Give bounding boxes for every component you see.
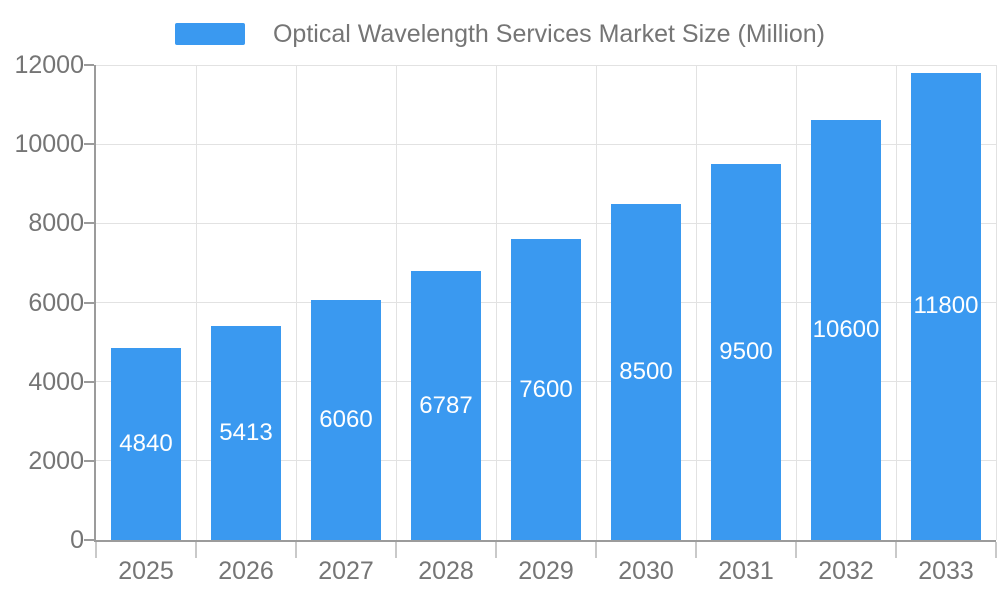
bar-value-label: 11800 [913, 292, 979, 320]
y-axis-tick [84, 301, 94, 304]
x-axis-tick [895, 542, 897, 558]
gridline-vertical [995, 65, 997, 540]
bar-2033[interactable]: 11800 [911, 72, 981, 540]
y-axis-tick [84, 459, 94, 462]
gridline-vertical [795, 65, 797, 540]
y-axis-tick-label: 8000 [28, 209, 84, 238]
bar-2028[interactable]: 6787 [411, 271, 481, 540]
gridline-vertical [395, 65, 397, 540]
legend[interactable]: Optical Wavelength Services Market Size … [0, 20, 1000, 48]
bar-2030[interactable]: 8500 [611, 203, 681, 540]
x-axis-line [94, 540, 996, 542]
y-axis-tick-label: 2000 [28, 446, 84, 475]
bar-2031[interactable]: 9500 [711, 163, 781, 540]
y-axis-tick-label: 4000 [28, 367, 84, 396]
x-axis-tick-label: 2032 [818, 557, 874, 585]
y-axis-line [94, 65, 96, 540]
y-axis-tick-label: 12000 [14, 51, 84, 79]
bar-value-label: 6060 [319, 406, 373, 434]
bar-value-label: 5413 [219, 418, 273, 446]
x-axis-tick-label: 2028 [418, 557, 474, 585]
x-axis-tick-label: 2025 [118, 557, 174, 585]
y-axis-tick [84, 380, 94, 383]
x-axis-tick-label: 2029 [518, 557, 574, 585]
gridline-horizontal [96, 143, 996, 145]
gridline-vertical [595, 65, 597, 540]
gridline-vertical [295, 65, 297, 540]
legend-swatch-icon [174, 23, 245, 45]
x-axis-tick [595, 542, 597, 558]
y-axis-tick [84, 222, 94, 225]
x-axis-tick [995, 542, 997, 558]
y-axis-tick-label: 0 [70, 526, 84, 554]
bar-value-label: 8500 [619, 357, 673, 385]
plot-area: 4840 5413 6060 6787 7600 8500 9500 10600 11800 [84, 64, 997, 558]
y-axis-tick [84, 539, 94, 541]
gridline-vertical [695, 65, 697, 540]
bar-value-label: 7600 [519, 375, 573, 403]
x-axis-tick [495, 542, 497, 558]
x-axis-tick-label: 2033 [918, 557, 974, 585]
x-axis-tick-label: 2030 [618, 557, 674, 585]
y-axis-tick-label: 6000 [28, 288, 84, 317]
legend-label: Optical Wavelength Services Market Size … [272, 20, 826, 48]
gridline-vertical [895, 65, 897, 540]
x-axis-tick [195, 542, 197, 558]
y-axis-tick [84, 64, 94, 66]
x-axis-tick-label: 2027 [318, 557, 374, 585]
gridline-horizontal [96, 64, 996, 66]
y-axis-tick-label: 10000 [14, 130, 84, 159]
bar-value-label: 10600 [812, 316, 880, 344]
x-axis-tick-label: 2026 [218, 557, 274, 585]
x-axis-tick [295, 542, 297, 558]
gridline-vertical [195, 65, 197, 540]
bar-value-label: 6787 [419, 391, 473, 419]
x-axis-tick [95, 542, 97, 558]
x-axis-tick [395, 542, 397, 558]
bar-2025[interactable]: 4840 [111, 348, 181, 540]
bar-value-label: 4840 [119, 430, 173, 458]
x-axis-tick [795, 542, 797, 558]
bar-2027[interactable]: 6060 [311, 300, 381, 540]
bar-value-label: 9500 [719, 337, 773, 365]
x-axis-tick-label: 2031 [718, 557, 774, 585]
bar-2032[interactable]: 10600 [811, 120, 881, 540]
gridline-horizontal [96, 222, 996, 224]
x-axis-tick [695, 542, 697, 558]
bar-2029[interactable]: 7600 [511, 239, 581, 540]
y-axis-tick [84, 143, 94, 146]
bar-2026[interactable]: 5413 [211, 325, 281, 540]
gridline-vertical [495, 65, 497, 540]
